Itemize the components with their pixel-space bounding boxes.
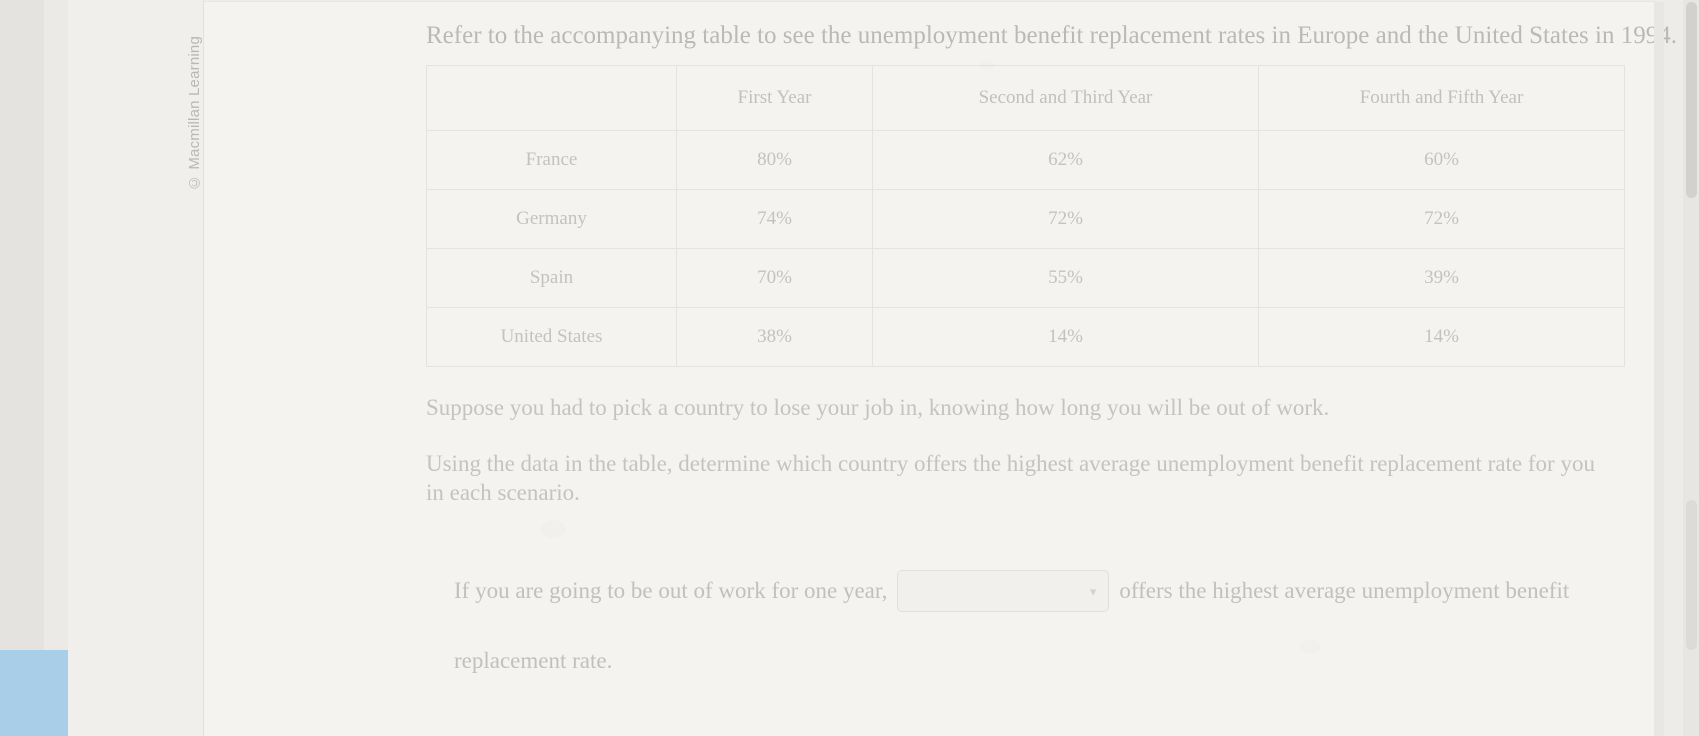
table-body: France 80% 62% 60% Germany 74% 72% 72% S… <box>426 130 1625 368</box>
table-header-first-year: First Year <box>676 65 873 132</box>
table-cell-fourth-fifth-year: 14% <box>1258 307 1625 368</box>
table-cell-country: France <box>426 130 677 191</box>
table-cell-country: United States <box>426 307 677 368</box>
table-row: France 80% 62% 60% <box>426 130 1625 191</box>
table-cell-first-year: 38% <box>676 307 873 368</box>
question-suffix-text: offers the highest average unemployment … <box>1119 578 1570 603</box>
question-card: Refer to the accompanying table to see t… <box>204 2 1677 736</box>
answer-question-block: If you are going to be out of work for o… <box>454 558 1634 694</box>
replacement-rates-table: First Year Second and Third Year Fourth … <box>426 65 1625 368</box>
table-row: Germany 74% 72% 72% <box>426 189 1625 250</box>
table-cell-second-third-year: 14% <box>872 307 1259 368</box>
table-cell-fourth-fifth-year: 72% <box>1258 189 1625 250</box>
table-row: United States 38% 14% 14% <box>426 307 1625 368</box>
table-cell-country: Germany <box>426 189 677 250</box>
table-cell-first-year: 80% <box>676 130 873 191</box>
background-strip-far-left <box>0 0 44 736</box>
paragraph-instruction: Using the data in the table, determine w… <box>426 450 1595 506</box>
intro-text: Refer to the accompanying table to see t… <box>426 22 1677 49</box>
table-cell-second-third-year: 72% <box>872 189 1259 250</box>
scrollbar-thumb-top[interactable] <box>1686 2 1697 198</box>
table-header-blank <box>426 65 677 132</box>
question-content: Refer to the accompanying table to see t… <box>426 20 1677 528</box>
table-cell-fourth-fifth-year: 60% <box>1258 130 1625 191</box>
table-cell-second-third-year: 55% <box>872 248 1259 309</box>
table-cell-first-year: 74% <box>676 189 873 250</box>
chevron-down-icon: ▾ <box>1089 583 1097 599</box>
card-right-edge <box>1654 2 1664 736</box>
table-cell-fourth-fifth-year: 39% <box>1258 248 1625 309</box>
paragraph-scenario: Suppose you had to pick a country to los… <box>426 395 1330 421</box>
table-header-row: First Year Second and Third Year Fourth … <box>426 65 1625 132</box>
table-cell-first-year: 70% <box>676 248 873 309</box>
table-header-fourth-fifth-year: Fourth and Fifth Year <box>1258 65 1625 132</box>
copyright-label: © Macmillan Learning <box>186 36 203 192</box>
background-strip-left <box>44 0 68 736</box>
answer-line-2: replacement rate. <box>454 628 1634 694</box>
answer-line-1: If you are going to be out of work for o… <box>454 558 1634 624</box>
table-row: Spain 70% 55% 39% <box>426 248 1625 309</box>
background-gutter <box>68 0 204 736</box>
country-select-dropdown[interactable]: ▾ <box>897 570 1110 612</box>
vertical-scrollbar[interactable] <box>1683 0 1699 736</box>
blue-accent-block <box>0 650 68 736</box>
table-cell-country: Spain <box>426 248 677 309</box>
scrollbar-thumb-bottom[interactable] <box>1686 500 1697 650</box>
question-prefix-text: If you are going to be out of work for o… <box>454 578 888 603</box>
table-header-second-third-year: Second and Third Year <box>872 65 1259 132</box>
question-line2-text: replacement rate. <box>454 648 613 673</box>
table-cell-second-third-year: 62% <box>872 130 1259 191</box>
table-header: First Year Second and Third Year Fourth … <box>426 65 1625 132</box>
